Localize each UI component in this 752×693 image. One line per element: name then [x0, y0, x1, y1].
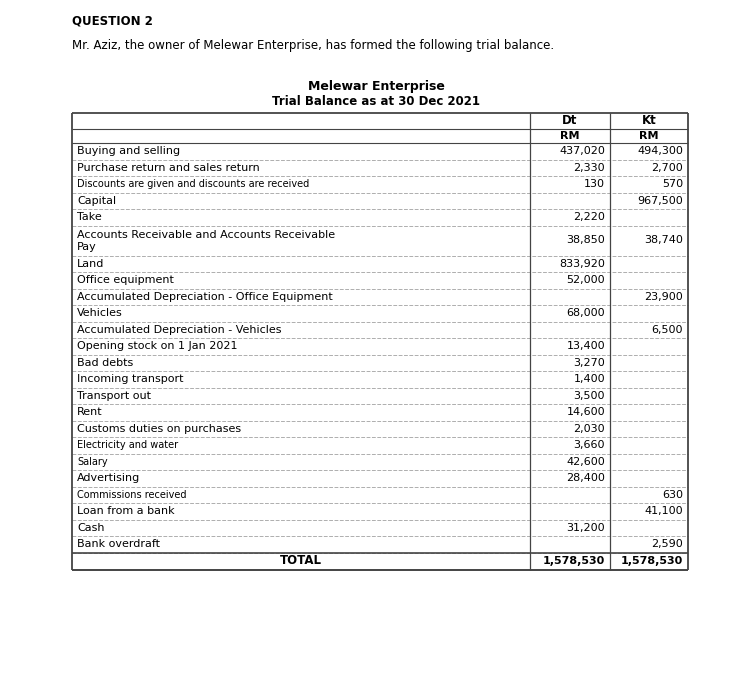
Text: 630: 630: [662, 490, 683, 500]
Text: Opening stock on 1 Jan 2021: Opening stock on 1 Jan 2021: [77, 341, 238, 351]
Text: Incoming transport: Incoming transport: [77, 374, 183, 384]
Text: Purchase return and sales return: Purchase return and sales return: [77, 163, 259, 173]
Text: 38,740: 38,740: [644, 236, 683, 245]
Text: Kt: Kt: [641, 114, 656, 128]
Text: 967,500: 967,500: [637, 195, 683, 206]
Text: Land: Land: [77, 258, 105, 269]
Text: Buying and selling: Buying and selling: [77, 146, 180, 156]
Text: Trial Balance as at 30 Dec 2021: Trial Balance as at 30 Dec 2021: [272, 95, 480, 108]
Text: 41,100: 41,100: [644, 507, 683, 516]
Text: 3,270: 3,270: [573, 358, 605, 368]
Text: Customs duties on purchases: Customs duties on purchases: [77, 423, 241, 434]
Text: Melewar Enterprise: Melewar Enterprise: [308, 80, 444, 93]
Text: Salary: Salary: [77, 457, 108, 467]
Text: Office equipment: Office equipment: [77, 275, 174, 286]
Text: Mr. Aziz, the owner of Melewar Enterprise, has formed the following trial balanc: Mr. Aziz, the owner of Melewar Enterpris…: [72, 39, 554, 52]
Text: 833,920: 833,920: [559, 258, 605, 269]
Text: 13,400: 13,400: [566, 341, 605, 351]
Text: Bank overdraft: Bank overdraft: [77, 539, 160, 550]
Text: 31,200: 31,200: [566, 523, 605, 533]
Text: 570: 570: [662, 179, 683, 189]
Text: QUESTION 2: QUESTION 2: [72, 15, 153, 28]
Text: Vehicles: Vehicles: [77, 308, 123, 318]
Text: 6,500: 6,500: [651, 325, 683, 335]
Text: 1,578,530: 1,578,530: [620, 556, 683, 566]
Text: Advertising: Advertising: [77, 473, 141, 483]
Text: Pay: Pay: [77, 243, 97, 252]
Text: 3,500: 3,500: [574, 391, 605, 401]
Text: 28,400: 28,400: [566, 473, 605, 483]
Text: RM: RM: [560, 131, 580, 141]
Text: 130: 130: [584, 179, 605, 189]
Text: 437,020: 437,020: [559, 146, 605, 156]
Text: Cash: Cash: [77, 523, 105, 533]
Text: 2,220: 2,220: [573, 212, 605, 222]
Text: Bad debts: Bad debts: [77, 358, 133, 368]
Text: Accumulated Depreciation - Vehicles: Accumulated Depreciation - Vehicles: [77, 325, 281, 335]
Text: 68,000: 68,000: [566, 308, 605, 318]
Text: Take: Take: [77, 212, 102, 222]
Text: 2,590: 2,590: [651, 539, 683, 550]
Text: Capital: Capital: [77, 195, 116, 206]
Text: Discounts are given and discounts are received: Discounts are given and discounts are re…: [77, 179, 309, 189]
Text: TOTAL: TOTAL: [280, 554, 322, 568]
Text: Accounts Receivable and Accounts Receivable: Accounts Receivable and Accounts Receiva…: [77, 229, 335, 240]
Text: 2,030: 2,030: [573, 423, 605, 434]
Text: RM: RM: [639, 131, 659, 141]
Text: Accumulated Depreciation - Office Equipment: Accumulated Depreciation - Office Equipm…: [77, 292, 332, 301]
Text: Rent: Rent: [77, 407, 102, 417]
Text: 52,000: 52,000: [566, 275, 605, 286]
Text: 23,900: 23,900: [644, 292, 683, 301]
Text: Dt: Dt: [562, 114, 578, 128]
Text: 1,400: 1,400: [573, 374, 605, 384]
Text: 2,330: 2,330: [573, 163, 605, 173]
Text: 2,700: 2,700: [651, 163, 683, 173]
Text: Commissions received: Commissions received: [77, 490, 186, 500]
Text: 42,600: 42,600: [566, 457, 605, 467]
Text: 14,600: 14,600: [566, 407, 605, 417]
Text: 38,850: 38,850: [566, 236, 605, 245]
Text: 3,660: 3,660: [574, 440, 605, 450]
Text: 1,578,530: 1,578,530: [543, 556, 605, 566]
Text: Loan from a bank: Loan from a bank: [77, 507, 174, 516]
Text: Electricity and water: Electricity and water: [77, 440, 178, 450]
Text: Transport out: Transport out: [77, 391, 151, 401]
Text: 494,300: 494,300: [637, 146, 683, 156]
